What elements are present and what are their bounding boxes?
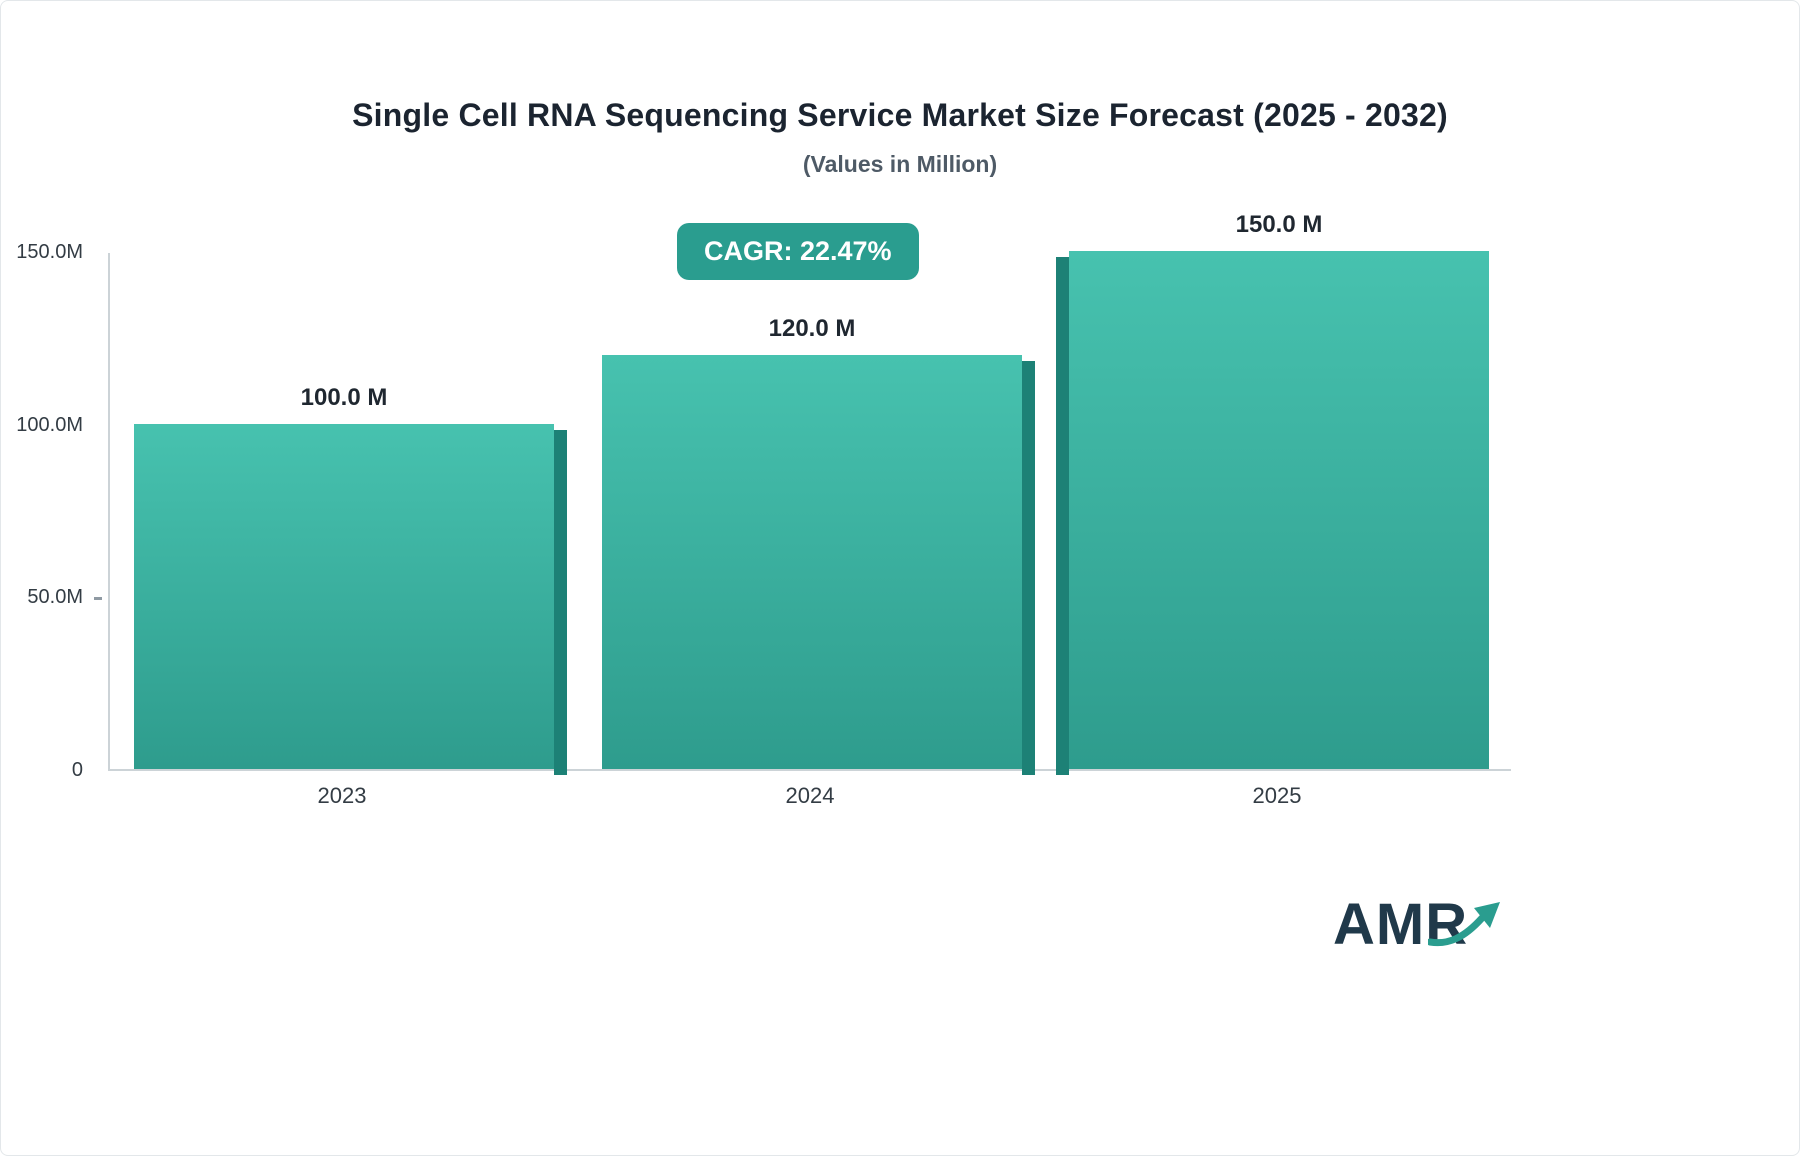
bar-group: 100.0 M [134, 253, 567, 775]
x-axis: 2023 2024 2025 [108, 783, 1511, 823]
bar-value-label: 100.0 M [300, 384, 388, 411]
y-tick-label: 100.0M [16, 413, 83, 436]
y-tick-label: 50.0M [27, 586, 83, 609]
bar-value-label: 150.0 M [1235, 211, 1323, 238]
plot-area: 100.0 M 120.0 M 150.0 M [108, 211, 1511, 775]
cagr-badge: CAGR: 22.47% [677, 223, 919, 280]
y-axis: 150.0M 100.0M 50.0M 0 [1, 241, 102, 781]
amr-logo: AMR [1333, 891, 1501, 958]
bar-2025 [1056, 251, 1489, 775]
chart-title: Single Cell RNA Sequencing Service Marke… [352, 97, 1448, 133]
x-tick-label: 2025 [1252, 783, 1302, 808]
y-tick-label: 0 [71, 759, 83, 781]
amr-logo-arrow-icon [1428, 902, 1501, 947]
bar-2023 [134, 424, 567, 775]
bar-2024 [602, 355, 1035, 775]
bar-group: 150.0 M [1056, 211, 1489, 775]
y-tick-label: 150.0M [16, 241, 83, 263]
y-tick-mark [94, 597, 102, 601]
x-tick-label: 2024 [785, 783, 835, 808]
bar-value-label: 120.0 M [768, 315, 856, 342]
x-tick-label: 2023 [317, 783, 367, 808]
amr-logo-text: AMR [1333, 892, 1469, 957]
chart-subtitle: (Values in Million) [802, 151, 998, 177]
bar-group: 120.0 M [602, 253, 1035, 775]
